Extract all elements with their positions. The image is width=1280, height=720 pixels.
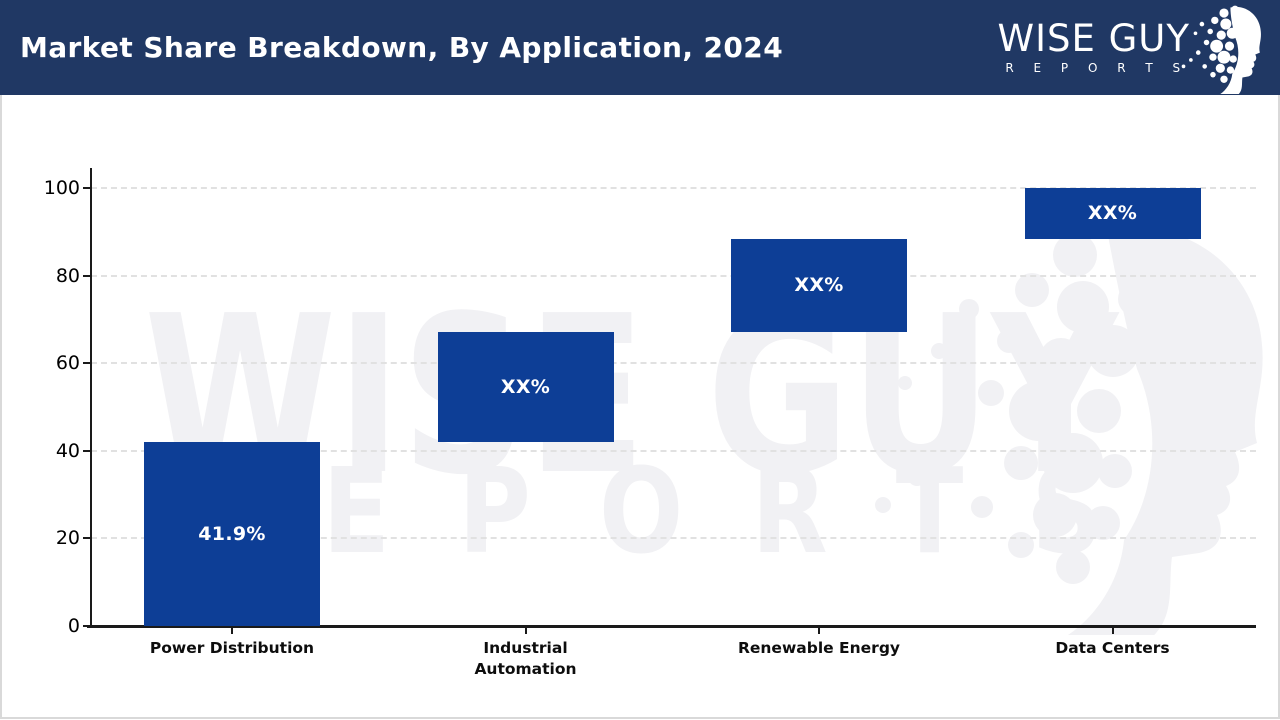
gridline: [91, 362, 1256, 365]
watermark-dotted-head: [875, 223, 1263, 635]
y-tick-mark: [83, 187, 91, 189]
y-axis-line: [90, 168, 92, 626]
dotted-head-icon: [1181, 5, 1261, 94]
chart-card: WISE GUY R E P O R T S: [0, 95, 1280, 719]
waterfall-bar: 41.9%: [144, 442, 320, 626]
x-category-label: Renewable Energy: [672, 638, 966, 659]
x-category-label-line: Power Distribution: [149, 639, 315, 657]
waterfall-bar: XX%: [437, 331, 614, 443]
x-tick-mark: [231, 627, 233, 634]
gridline: [91, 449, 1256, 452]
y-tick-label: 60: [55, 352, 80, 375]
waterfall-bar: XX%: [731, 238, 907, 332]
page-title: Market Share Breakdown, By Application, …: [20, 31, 784, 64]
bar-value-label: XX%: [794, 274, 844, 297]
y-tick-mark: [83, 274, 91, 277]
x-axis-line: [87, 625, 1256, 628]
y-tick-mark: [83, 625, 91, 627]
y-tick-label: 0: [67, 615, 80, 637]
x-category-label: Power Distribution: [85, 638, 379, 659]
waterfall-bar: XX%: [1024, 188, 1201, 239]
y-tick-label: 100: [43, 177, 80, 199]
bar-value-label: XX%: [500, 376, 551, 399]
bar-value-label: 41.9%: [198, 523, 266, 546]
logo-line2: R E P O R T S: [1005, 61, 1189, 75]
logo-wordmark: WISE GUY R E P O R T S: [998, 20, 1190, 75]
x-category-label: Data Centers: [966, 638, 1260, 659]
y-tick-mark: [83, 537, 91, 540]
y-tick-label: 80: [55, 264, 80, 287]
x-tick-mark: [818, 627, 820, 634]
logo-line1: WISE GUY: [997, 17, 1190, 60]
y-tick-label: 40: [55, 439, 80, 462]
x-tick-mark: [1111, 627, 1114, 634]
x-category-label-line: Renewable Energy: [737, 639, 901, 657]
y-tick-mark: [83, 362, 91, 365]
gridline: [91, 187, 1256, 189]
gridline: [91, 274, 1256, 277]
watermark-text-line2: R E P O R T S: [178, 442, 1120, 580]
x-category-label-line: Data Centers: [1055, 639, 1170, 657]
wise-guy-reports-logo: WISE GUY R E P O R T S: [998, 2, 1280, 94]
header-bar: Market Share Breakdown, By Application, …: [0, 0, 1280, 95]
x-tick-mark: [524, 627, 527, 634]
gridline: [91, 537, 1256, 540]
x-category-label-line: Industrial: [483, 639, 568, 657]
y-tick-label: 20: [55, 527, 80, 550]
x-category-label-line: Automation: [474, 660, 577, 678]
waterfall-chart: WISE GUY R E P O R T S: [2, 95, 1278, 717]
x-category-label: Industrial Automation: [379, 638, 673, 680]
y-tick-mark: [83, 449, 91, 452]
bar-value-label: XX%: [1087, 202, 1138, 225]
